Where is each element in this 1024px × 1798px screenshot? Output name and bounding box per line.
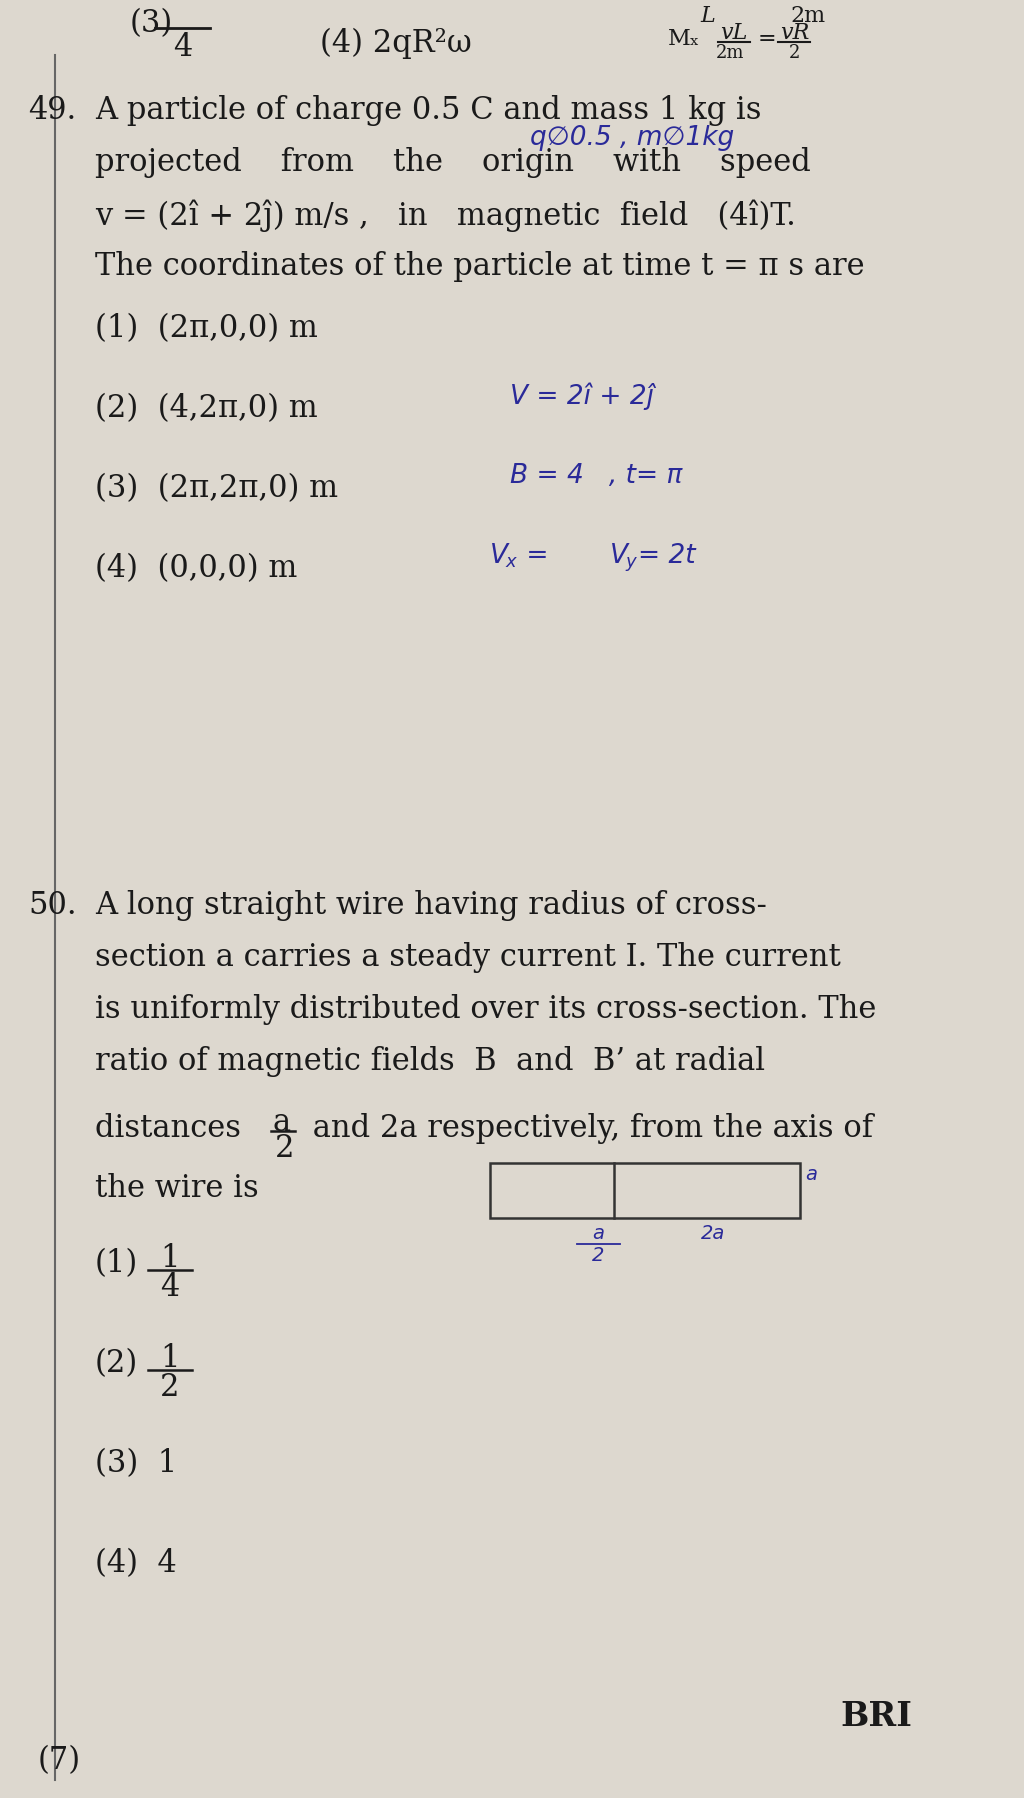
Text: 2m: 2m bbox=[790, 5, 825, 27]
Text: is uniformly distributed over its cross-section. The: is uniformly distributed over its cross-… bbox=[95, 994, 877, 1025]
Text: a: a bbox=[805, 1165, 817, 1185]
Text: and 2a respectively, from the axis of: and 2a respectively, from the axis of bbox=[303, 1113, 873, 1144]
Text: 2m: 2m bbox=[716, 43, 744, 61]
Text: a: a bbox=[273, 1108, 291, 1138]
Text: (3)  (2π,2π,0) m: (3) (2π,2π,0) m bbox=[95, 473, 338, 503]
Text: q∅0.5 , m∅1kg: q∅0.5 , m∅1kg bbox=[530, 126, 734, 151]
Text: 50.: 50. bbox=[28, 890, 77, 921]
Text: distances: distances bbox=[95, 1113, 251, 1144]
Text: 1: 1 bbox=[160, 1343, 180, 1374]
Text: 2: 2 bbox=[788, 43, 800, 61]
Text: (4) 2qR²ω: (4) 2qR²ω bbox=[319, 29, 472, 59]
Text: the wire is: the wire is bbox=[95, 1172, 259, 1205]
Bar bbox=[490, 1163, 800, 1217]
Text: y: y bbox=[625, 554, 636, 572]
Text: (3)  1: (3) 1 bbox=[95, 1447, 177, 1480]
Text: V = 2î + 2ĵ: V = 2î + 2ĵ bbox=[510, 383, 654, 410]
Text: 4: 4 bbox=[161, 1271, 179, 1304]
Text: (4)  (0,0,0) m: (4) (0,0,0) m bbox=[95, 554, 297, 584]
Text: projected    from    the    origin    with    speed: projected from the origin with speed bbox=[95, 147, 811, 178]
Text: =: = bbox=[518, 543, 549, 568]
Text: 2: 2 bbox=[592, 1246, 605, 1266]
Text: (1)  (2π,0,0) m: (1) (2π,0,0) m bbox=[95, 313, 317, 343]
Text: 2a: 2a bbox=[701, 1224, 725, 1242]
Text: (1): (1) bbox=[95, 1248, 138, 1278]
Text: B = 4   , t= π: B = 4 , t= π bbox=[510, 464, 682, 489]
Text: V: V bbox=[610, 543, 628, 568]
Text: (4)  4: (4) 4 bbox=[95, 1548, 177, 1579]
Text: BRI: BRI bbox=[840, 1699, 912, 1733]
Text: section a carries a steady current I. The current: section a carries a steady current I. Th… bbox=[95, 942, 841, 973]
Text: a: a bbox=[593, 1224, 604, 1242]
Text: vR: vR bbox=[780, 22, 809, 43]
Text: =: = bbox=[758, 29, 776, 50]
Text: 2: 2 bbox=[160, 1372, 180, 1402]
Text: (3): (3) bbox=[130, 7, 173, 40]
Text: 49.: 49. bbox=[28, 95, 76, 126]
Text: 1: 1 bbox=[160, 1242, 180, 1275]
Text: A long straight wire having radius of cross-: A long straight wire having radius of cr… bbox=[95, 890, 767, 921]
Text: V: V bbox=[490, 543, 508, 568]
Text: 4: 4 bbox=[173, 32, 193, 63]
Text: (2)  (4,2π,0) m: (2) (4,2π,0) m bbox=[95, 394, 317, 424]
Text: The coordinates of the particle at time t = π s are: The coordinates of the particle at time … bbox=[95, 252, 864, 282]
Text: L: L bbox=[700, 5, 715, 27]
Text: vL: vL bbox=[720, 22, 748, 43]
Text: Mₓ: Mₓ bbox=[668, 29, 700, 50]
Text: x: x bbox=[505, 554, 516, 572]
Text: 2: 2 bbox=[275, 1133, 295, 1163]
Text: v = (2î + 2ĵ) m/s ,   in   magnetic  field   (4î)T.: v = (2î + 2ĵ) m/s , in magnetic field (4… bbox=[95, 200, 796, 232]
Text: = 2t: = 2t bbox=[638, 543, 695, 568]
Text: (7): (7) bbox=[38, 1746, 81, 1776]
Text: (2): (2) bbox=[95, 1348, 138, 1379]
Text: A particle of charge 0.5 C and mass 1 kg is: A particle of charge 0.5 C and mass 1 kg… bbox=[95, 95, 762, 126]
Text: ratio of magnetic fields  B  and  B’ at radial: ratio of magnetic fields B and B’ at rad… bbox=[95, 1046, 765, 1077]
